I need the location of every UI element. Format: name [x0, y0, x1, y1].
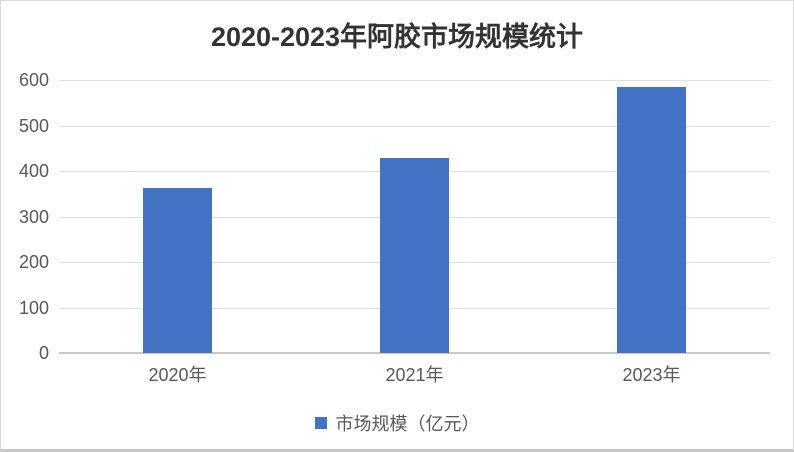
y-axis-tick-label: 300: [18, 206, 49, 227]
x-axis-label: 2023年: [622, 365, 681, 385]
legend: 市场规模（亿元）: [1, 410, 793, 436]
y-axis-tick-label: 600: [18, 70, 49, 90]
y-axis-tick-label: 200: [18, 252, 49, 272]
gridline: [59, 125, 770, 127]
legend-swatch-icon: [314, 417, 327, 429]
x-axis-label: 2021年: [385, 365, 444, 385]
chart-title: 2020-2023年阿胶市场规模统计: [210, 22, 584, 52]
x-axis-label: 2020年: [148, 365, 207, 385]
y-axis-tick-label: 0: [38, 343, 49, 363]
x-axis-line: [59, 352, 770, 354]
bar-2020年: [143, 187, 212, 353]
plot-area: [59, 80, 770, 354]
y-axis-tick-label: 500: [18, 115, 49, 136]
y-axis-tick-label: 400: [18, 161, 49, 181]
bar-2021年: [380, 158, 449, 353]
legend-label: 市场规模（亿元）: [335, 414, 480, 434]
bar-2023年: [617, 86, 686, 353]
y-axis-tick-label: 100: [18, 297, 49, 318]
gridline: [59, 80, 770, 81]
